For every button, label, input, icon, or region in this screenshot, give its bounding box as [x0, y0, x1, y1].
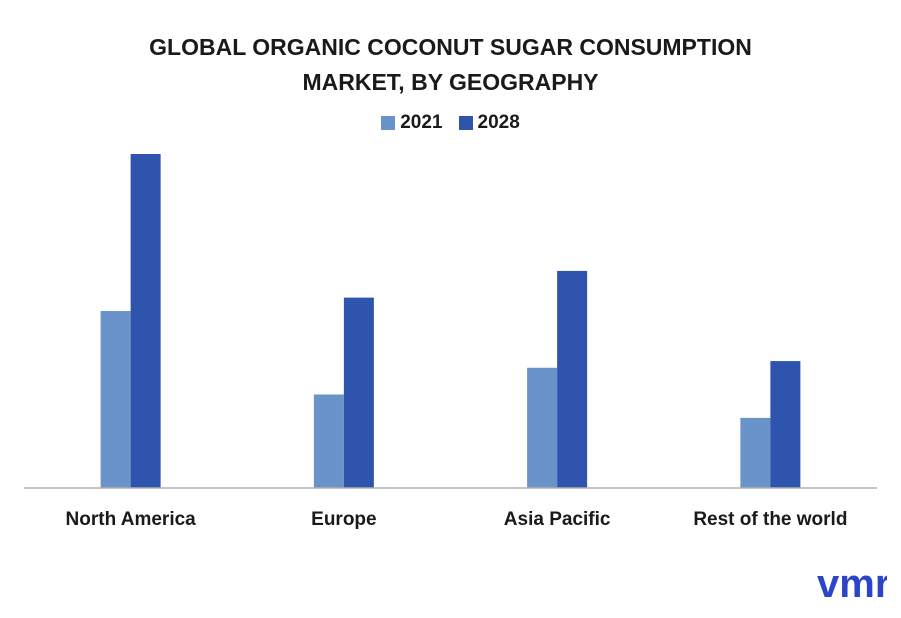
legend-swatch-2021	[381, 116, 396, 130]
chart-title: GLOBAL ORGANIC COCONUT SUGAR CONSUMPTION…	[0, 30, 901, 100]
bar-2028-europe	[343, 297, 374, 488]
bar-2028-asia-pacific	[557, 270, 588, 488]
bar-2021-north-america	[100, 310, 131, 488]
chart-title-line-2: MARKET, BY GEOGRAPHY	[302, 69, 599, 95]
x-tick-label: Europe	[311, 509, 376, 530]
vmr-logo-text: vmr	[817, 565, 887, 605]
bar-2028-north-america	[130, 154, 161, 488]
bar-2021-rest-of-the-world	[740, 417, 771, 488]
bar-2021-europe	[313, 394, 344, 488]
legend-item-2028: 2028	[458, 112, 520, 134]
bar-2021-asia-pacific	[527, 367, 558, 488]
vmr-logo-graphic: vmr	[817, 562, 890, 606]
x-tick-label: Asia Pacific	[504, 509, 611, 530]
x-tick-label: Rest of the world	[693, 509, 847, 530]
vmr-logo-icon: vmr	[817, 562, 890, 610]
legend-swatch-2028	[458, 116, 473, 130]
x-tick-label: North America	[66, 509, 197, 530]
chart-legend: 2021 2028	[0, 112, 901, 134]
legend-label-2028: 2028	[477, 112, 520, 133]
legend-label-2021: 2021	[400, 112, 443, 133]
chart-title-line-1: GLOBAL ORGANIC COCONUT SUGAR CONSUMPTION	[149, 34, 752, 60]
bar-2028-rest-of-the-world	[770, 361, 801, 488]
legend-item-2021: 2021	[381, 112, 443, 134]
